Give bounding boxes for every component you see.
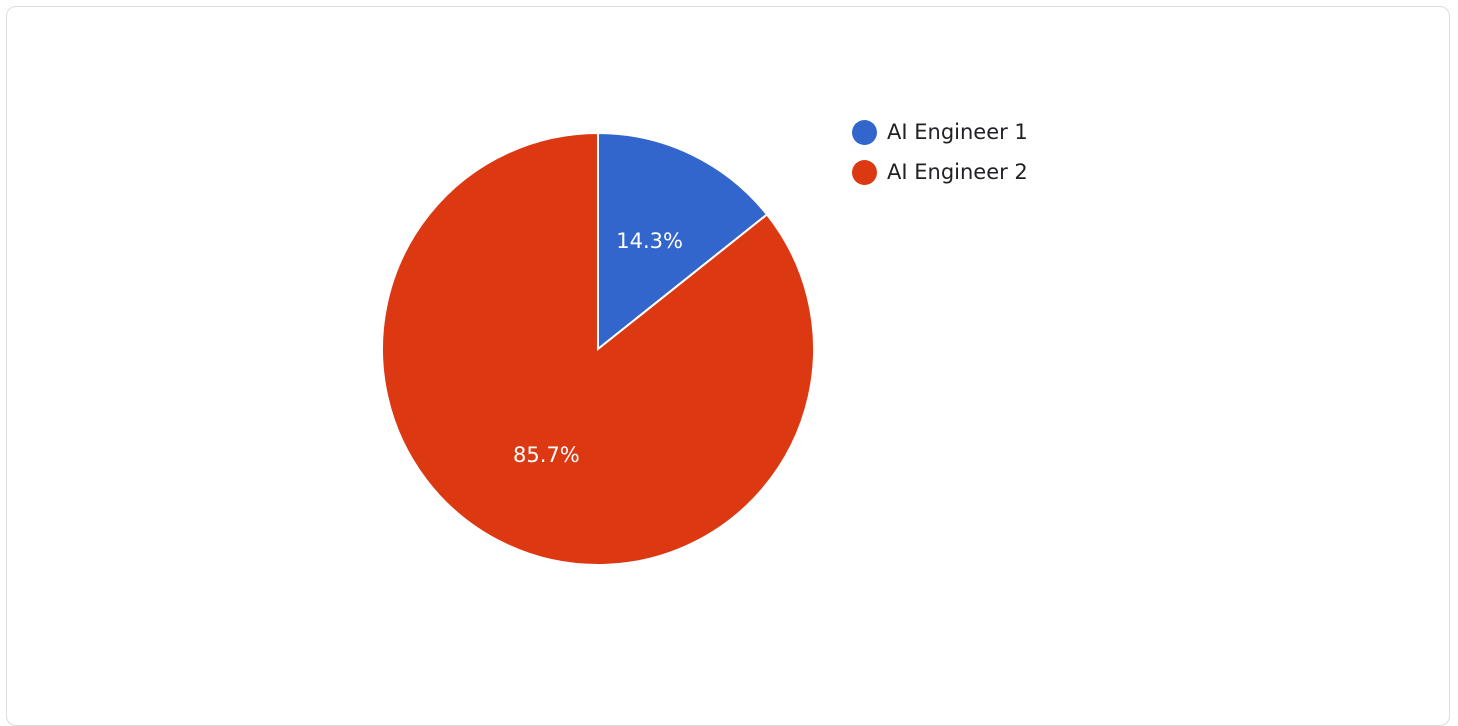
legend-item-ai-engineer-2[interactable]: AI Engineer 2 <box>852 152 1028 192</box>
legend-label: AI Engineer 1 <box>887 120 1028 144</box>
legend-swatch-icon <box>852 159 877 185</box>
legend-item-ai-engineer-1[interactable]: AI Engineer 1 <box>852 112 1028 152</box>
legend-swatch-icon <box>852 119 877 145</box>
pie-slice-label: 14.3% <box>616 229 683 253</box>
pie-slice-ai-engineer-2[interactable] <box>381 131 815 566</box>
pie-chart: 14.3% 85.7% <box>381 131 815 566</box>
legend-label: AI Engineer 2 <box>887 160 1028 184</box>
pie-slice-ai-engineer-1[interactable] <box>597 131 769 352</box>
chart-legend: AI Engineer 1 AI Engineer 2 <box>852 112 1028 192</box>
pie-slice-label: 85.7% <box>513 443 580 467</box>
